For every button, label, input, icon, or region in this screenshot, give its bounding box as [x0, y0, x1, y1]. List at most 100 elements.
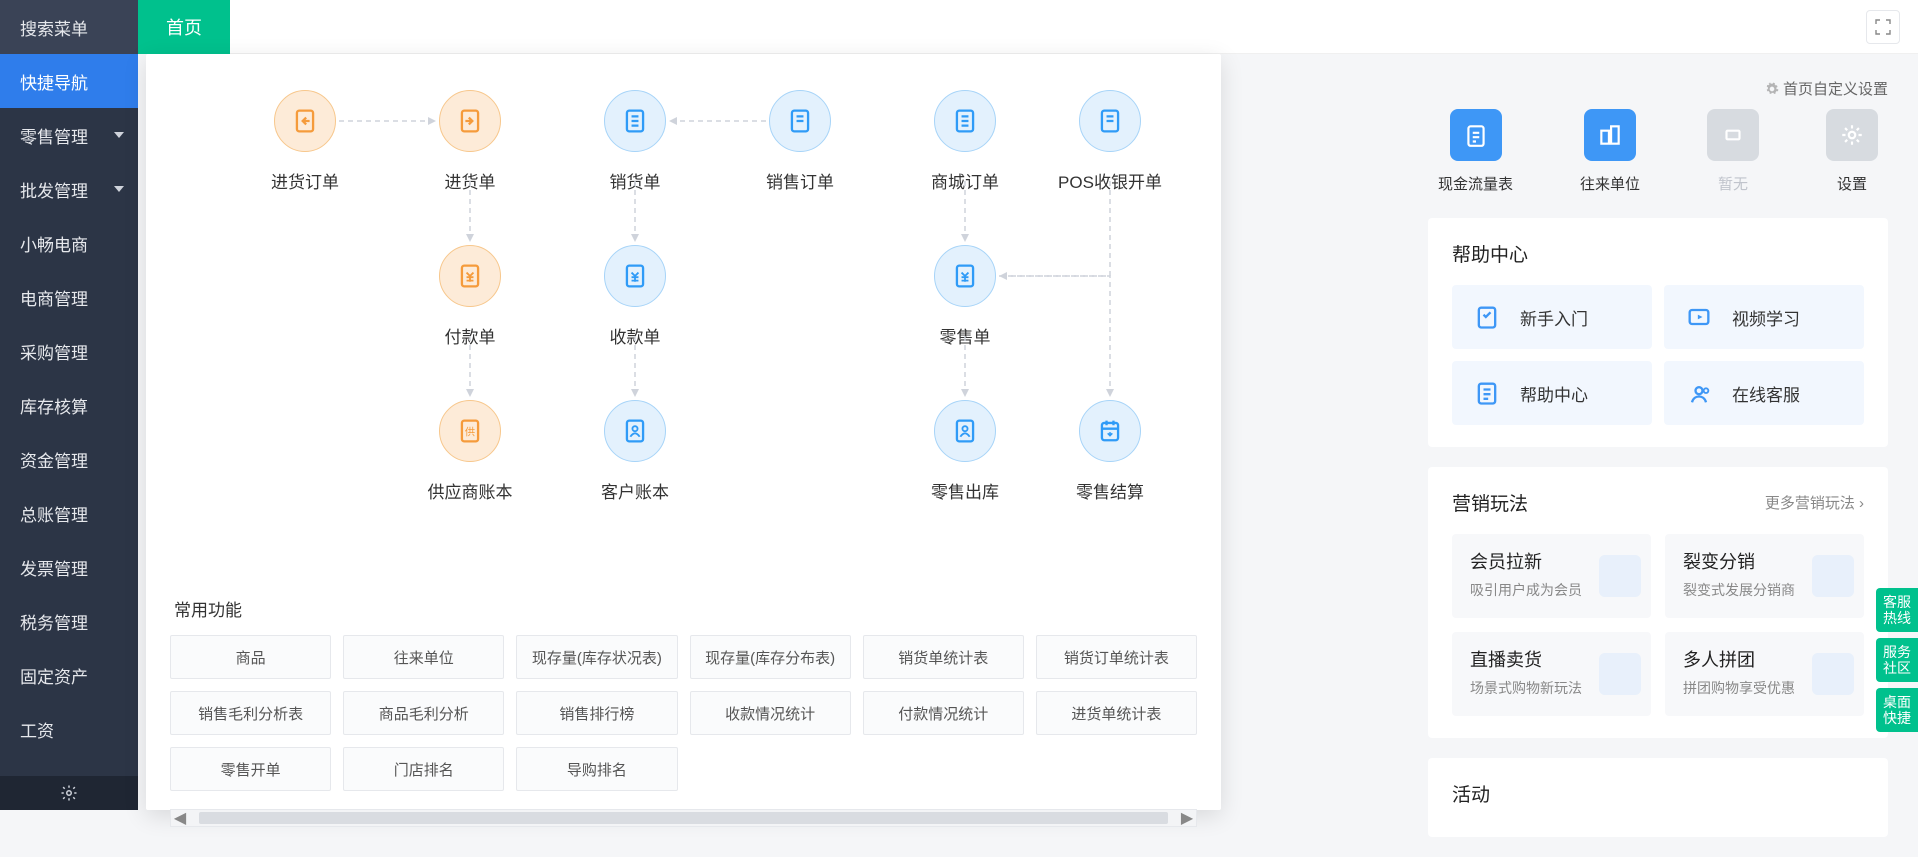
scroll-right-button[interactable]: ▶: [1178, 810, 1196, 826]
flow-node-label: 商城订单: [890, 168, 1040, 193]
shortcut-tile-units[interactable]: 往来单位: [1580, 109, 1640, 194]
flow-node-label: 销货单: [560, 168, 710, 193]
flow-node-sales-out[interactable]: 销货单: [560, 90, 710, 193]
marketing-more-link[interactable]: 更多营销玩法 ›: [1765, 492, 1864, 513]
market-item-group[interactable]: 多人拼团拼团购物享受优惠: [1665, 632, 1864, 716]
flow-node-pos[interactable]: POS收银开单: [1035, 90, 1185, 193]
common-function-button[interactable]: 销售毛利分析表: [170, 691, 331, 735]
money-icon: [439, 245, 501, 307]
flow-node-retail-sheet[interactable]: 零售单: [890, 245, 1040, 348]
common-function-button[interactable]: 收款情况统计: [690, 691, 851, 735]
help-item-label: 新手入门: [1520, 305, 1588, 330]
flow-node-retail-out[interactable]: 零售出库: [890, 400, 1040, 503]
market-item-fission[interactable]: 裂变分销裂变式发展分销商: [1665, 534, 1864, 618]
supply-icon: 供: [439, 400, 501, 462]
sidebar-item-xiaochang[interactable]: 小畅电商: [0, 216, 138, 270]
sidebar-item-assets[interactable]: 固定资产: [0, 648, 138, 702]
floating-side-tabs: 客服热线服务社区桌面快捷: [1876, 588, 1918, 732]
sidebar-settings-button[interactable]: [0, 776, 138, 810]
sidebar-item-ledger[interactable]: 总账管理: [0, 486, 138, 540]
list-icon: [604, 90, 666, 152]
side-tab-hotline[interactable]: 客服热线: [1876, 588, 1918, 632]
help-item-label: 视频学习: [1732, 305, 1800, 330]
sidebar-item-quicknav[interactable]: 快捷导航: [0, 54, 138, 108]
sidebar-item-label: 总账管理: [20, 501, 88, 526]
flow-node-purchase-in[interactable]: 进货单: [395, 90, 545, 193]
cashflow-icon: [1450, 109, 1502, 161]
flow-node-label: 供应商账本: [395, 478, 545, 503]
market-item-deco-icon: [1812, 555, 1854, 597]
newbie-icon: [1470, 300, 1504, 334]
common-function-button[interactable]: 销货单统计表: [863, 635, 1024, 679]
side-tab-community[interactable]: 服务社区: [1876, 638, 1918, 682]
right-column: 首页自定义设置 现金流量表往来单位暂无设置 帮助中心 新手入门视频学习帮助中心在…: [1428, 78, 1888, 857]
help-item-newbie[interactable]: 新手入门: [1452, 285, 1652, 349]
sidebar-item-label: 发票管理: [20, 555, 88, 580]
chevron-down-icon: [114, 132, 124, 138]
common-function-button[interactable]: 门店排名: [343, 747, 504, 791]
sidebar-item-label: 零售管理: [20, 123, 88, 148]
flow-node-mall-order[interactable]: 商城订单: [890, 90, 1040, 193]
help-item-video[interactable]: 视频学习: [1664, 285, 1864, 349]
common-function-button[interactable]: 往来单位: [343, 635, 504, 679]
sidebar-item-invoice[interactable]: 发票管理: [0, 540, 138, 594]
shortcut-tile-settings[interactable]: 设置: [1826, 109, 1878, 194]
sidebar-item-label: 批发管理: [20, 177, 88, 202]
calendar-icon: [1079, 400, 1141, 462]
sidebar-item-search[interactable]: 搜索菜单: [0, 0, 138, 54]
common-function-button[interactable]: 现存量(库存分布表): [690, 635, 851, 679]
help-item-helpcenter[interactable]: 帮助中心: [1452, 361, 1652, 425]
help-item-label: 帮助中心: [1520, 381, 1588, 406]
money-icon: [604, 245, 666, 307]
common-function-button[interactable]: 销售排行榜: [516, 691, 677, 735]
marketing-title: 营销玩法: [1452, 489, 1528, 516]
sidebar-item-purchase[interactable]: 采购管理: [0, 324, 138, 378]
flow-node-label: 进货单: [395, 168, 545, 193]
scroll-thumb[interactable]: [199, 812, 1168, 824]
doc-left-icon: [274, 90, 336, 152]
flow-node-retail-settle[interactable]: 零售结算: [1035, 400, 1185, 503]
gear-icon: [1765, 82, 1779, 96]
person-icon: [604, 400, 666, 462]
common-function-button[interactable]: 现存量(库存状况表): [516, 635, 677, 679]
flow-node-label: 零售结算: [1035, 478, 1185, 503]
common-function-button[interactable]: 商品: [170, 635, 331, 679]
homepage-settings-link[interactable]: 首页自定义设置: [1428, 78, 1888, 99]
fullscreen-button[interactable]: [1866, 10, 1900, 44]
fullscreen-icon: [1875, 19, 1891, 35]
sidebar-item-tax[interactable]: 税务管理: [0, 594, 138, 648]
flow-node-supplier-book[interactable]: 供供应商账本: [395, 400, 545, 503]
sidebar-item-label: 税务管理: [20, 609, 88, 634]
market-item-member[interactable]: 会员拉新吸引用户成为会员: [1452, 534, 1651, 618]
sidebar-item-inventory[interactable]: 库存核算: [0, 378, 138, 432]
flow-node-receipt[interactable]: 收款单: [560, 245, 710, 348]
sidebar-item-retail[interactable]: 零售管理: [0, 108, 138, 162]
sidebar-item-ecom[interactable]: 电商管理: [0, 270, 138, 324]
video-icon: [1682, 300, 1716, 334]
homepage-settings-label: 首页自定义设置: [1783, 81, 1888, 98]
sidebar-item-salary[interactable]: 工资: [0, 702, 138, 756]
common-function-button[interactable]: 商品毛利分析: [343, 691, 504, 735]
flow-node-customer-book[interactable]: 客户账本: [560, 400, 710, 503]
shortcut-tile-none: 暂无: [1707, 109, 1759, 194]
doc-right-icon: [439, 90, 501, 152]
common-function-button[interactable]: 付款情况统计: [863, 691, 1024, 735]
common-function-button[interactable]: 进货单统计表: [1036, 691, 1197, 735]
sidebar-item-funds[interactable]: 资金管理: [0, 432, 138, 486]
tab-home[interactable]: 首页: [138, 0, 230, 54]
common-function-button[interactable]: 导购排名: [516, 747, 677, 791]
market-item-live[interactable]: 直播卖货场景式购物新玩法: [1452, 632, 1651, 716]
sidebar-item-wholesale[interactable]: 批发管理: [0, 162, 138, 216]
flow-node-sales-order[interactable]: 销售订单: [725, 90, 875, 193]
shortcut-tile-cashflow[interactable]: 现金流量表: [1438, 109, 1513, 194]
flow-node-label: 销售订单: [725, 168, 875, 193]
scroll-left-button[interactable]: ◀: [171, 810, 189, 826]
flow-node-purchase-order[interactable]: 进货订单: [230, 90, 380, 193]
side-tab-desktop[interactable]: 桌面快捷: [1876, 688, 1918, 732]
activity-panel: 活动: [1428, 758, 1888, 837]
help-item-service[interactable]: 在线客服: [1664, 361, 1864, 425]
common-function-button[interactable]: 零售开单: [170, 747, 331, 791]
horizontal-scrollbar[interactable]: ◀ ▶: [170, 809, 1197, 827]
flow-node-payment[interactable]: 付款单: [395, 245, 545, 348]
common-function-button[interactable]: 销货订单统计表: [1036, 635, 1197, 679]
